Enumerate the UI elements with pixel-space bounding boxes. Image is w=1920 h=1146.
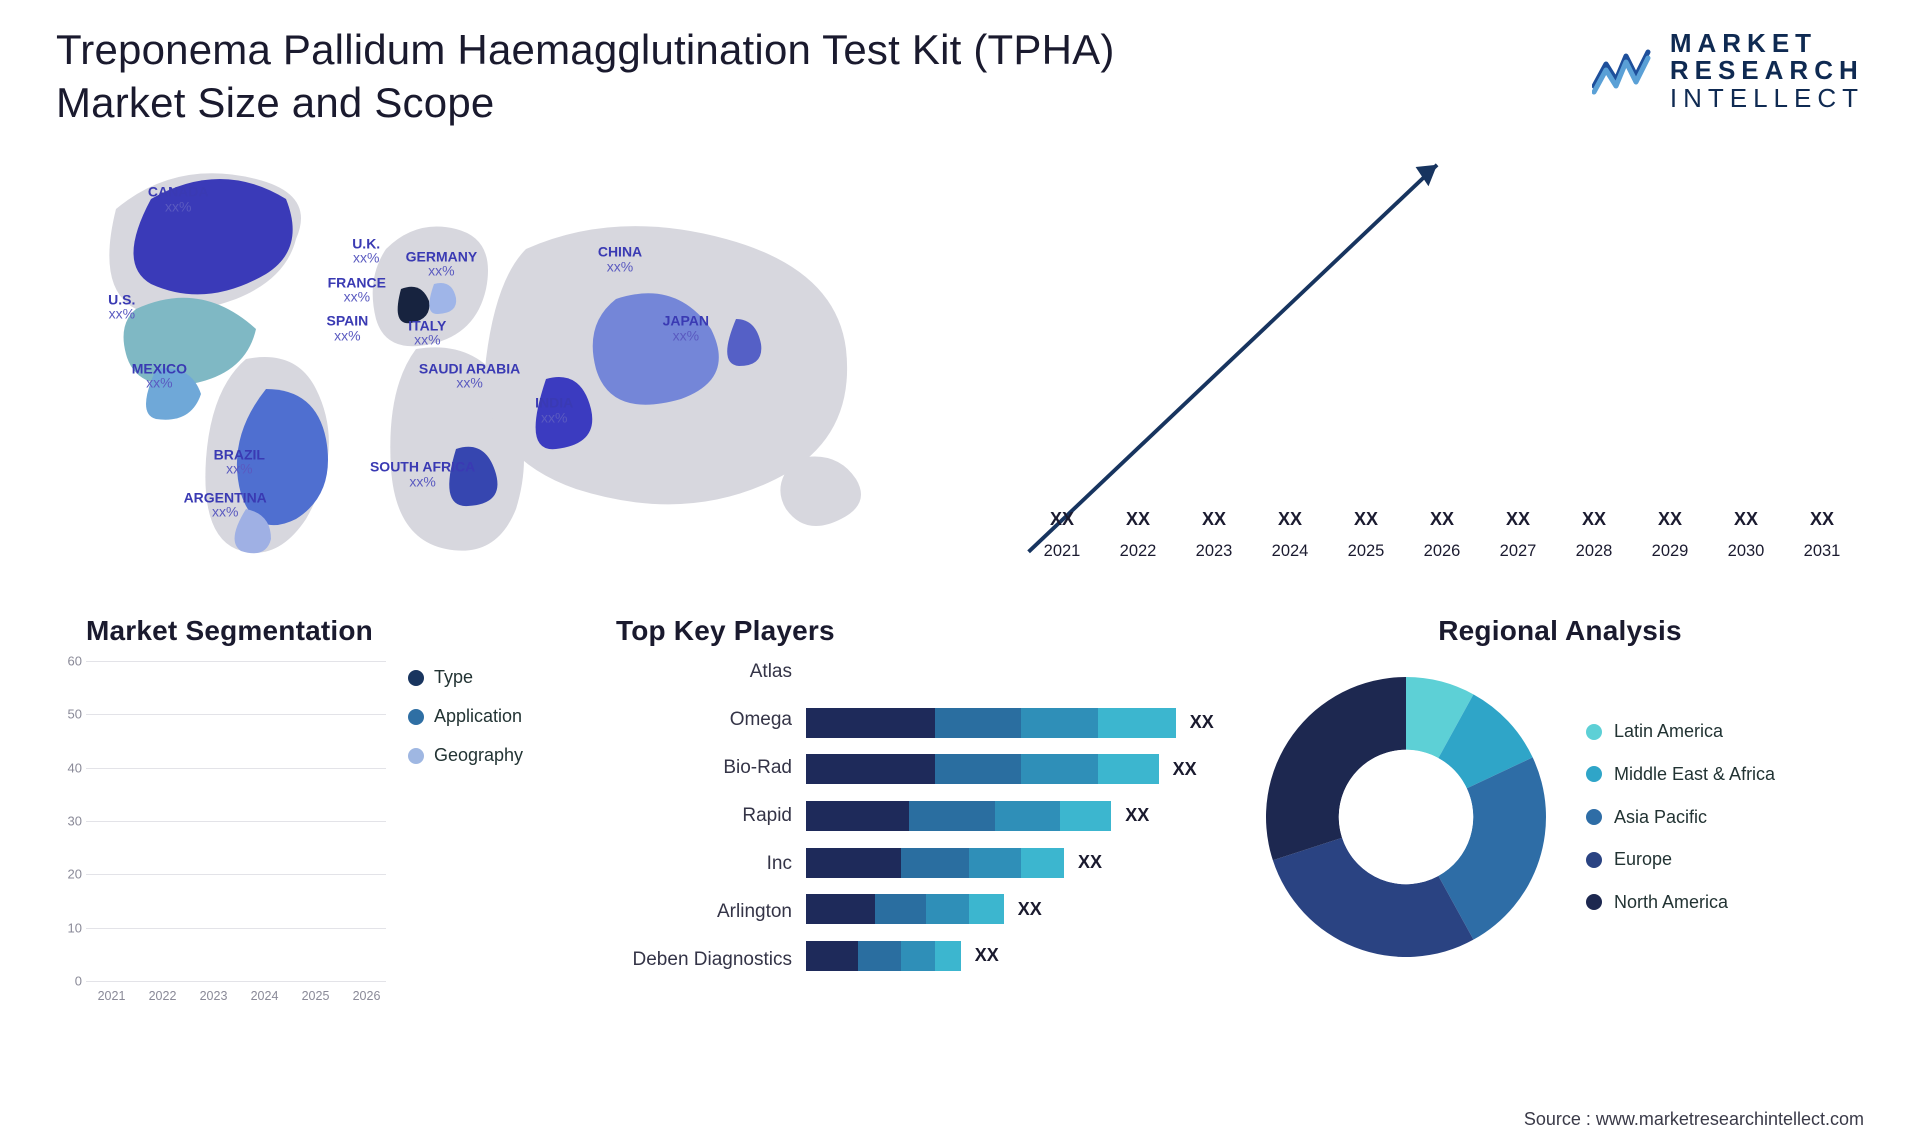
segmentation-panel: Market Segmentation 01020304050602021202… — [56, 615, 596, 1029]
segmentation-legend: Type Application Geography — [386, 615, 523, 1029]
legend-item: Europe — [1586, 849, 1775, 870]
legend-item: North America — [1586, 892, 1775, 913]
map-country-label: ARGENTINAxx% — [184, 490, 267, 519]
player-name: Atlas — [616, 661, 792, 683]
legend-item: Asia Pacific — [1586, 807, 1775, 828]
map-country-label: SPAINxx% — [327, 314, 369, 343]
player-name: Inc — [616, 853, 792, 875]
player-bar: XX — [806, 754, 1236, 784]
logo-waves-icon — [1592, 46, 1656, 96]
player-bar: XX — [806, 894, 1236, 924]
legend-item: Application — [408, 706, 523, 727]
map-country-label: U.S.xx% — [108, 292, 135, 321]
growth-arrow-icon — [1020, 139, 1450, 569]
regional-legend: Latin America Middle East & Africa Asia Pa… — [1586, 721, 1775, 912]
segmentation-bar-chart: 0102030405060202120222023202420252026 — [86, 661, 386, 981]
page-title: Treponema Pallidum Haemagglutination Tes… — [56, 24, 1236, 129]
brand-logo: MARKET RESEARCH INTELLECT — [1592, 30, 1864, 112]
map-country-label: GERMANYxx% — [406, 249, 478, 278]
player-name: Deben Diagnostics — [616, 949, 792, 971]
map-country-label: CHINAxx% — [598, 245, 642, 274]
legend-item: Middle East & Africa — [1586, 764, 1775, 785]
logo-text: MARKET RESEARCH INTELLECT — [1670, 30, 1864, 112]
player-bar — [806, 661, 1236, 691]
map-country-label: BRAZILxx% — [214, 447, 265, 476]
player-name: Arlington — [616, 901, 792, 923]
players-name-list: Atlas Omega Bio-Rad Rapid Inc Arlington Deben … — [616, 661, 806, 971]
map-country-label: MEXICOxx% — [132, 361, 187, 390]
player-bar: XX — [806, 848, 1236, 878]
growth-bar-chart: XX2021XX2022XX2023XX2024XX2025XX2026XX20… — [1020, 139, 1864, 569]
legend-item: Latin America — [1586, 721, 1775, 742]
regional-panel: Regional Analysis Latin America Middle Ea… — [1256, 615, 1864, 1029]
regional-donut-chart — [1256, 667, 1556, 967]
map-country-label: FRANCExx% — [328, 275, 386, 304]
player-name: Omega — [616, 709, 792, 731]
player-bar: XX — [806, 708, 1236, 738]
map-country-label: ITALYxx% — [408, 318, 446, 347]
source-attribution: Source : www.marketresearchintellect.com — [1524, 1109, 1864, 1130]
map-country-label: SOUTH AFRICAxx% — [370, 460, 475, 489]
players-panel: Top Key Players Atlas Omega Bio-Rad Rapid In… — [616, 615, 1236, 1029]
map-country-label: SAUDI ARABIAxx% — [419, 361, 520, 390]
player-bar: XX — [806, 941, 1236, 971]
segmentation-title: Market Segmentation — [86, 615, 386, 647]
map-country-label: JAPANxx% — [663, 314, 709, 343]
player-name: Bio-Rad — [616, 757, 792, 779]
player-name: Rapid — [616, 805, 792, 827]
legend-item: Geography — [408, 745, 523, 766]
regional-title: Regional Analysis — [1256, 615, 1864, 647]
players-bar-chart: XX XX XX XX XX XX — [806, 661, 1236, 971]
players-title: Top Key Players — [616, 615, 1236, 647]
world-map: CANADAxx% U.S.xx% MEXICOxx% BRAZILxx% ARGENT… — [56, 139, 996, 569]
map-country-label: CANADAxx% — [148, 185, 209, 214]
map-country-label: INDIAxx% — [535, 395, 573, 424]
player-bar: XX — [806, 801, 1236, 831]
map-country-label: U.K.xx% — [352, 236, 380, 265]
legend-item: Type — [408, 667, 523, 688]
